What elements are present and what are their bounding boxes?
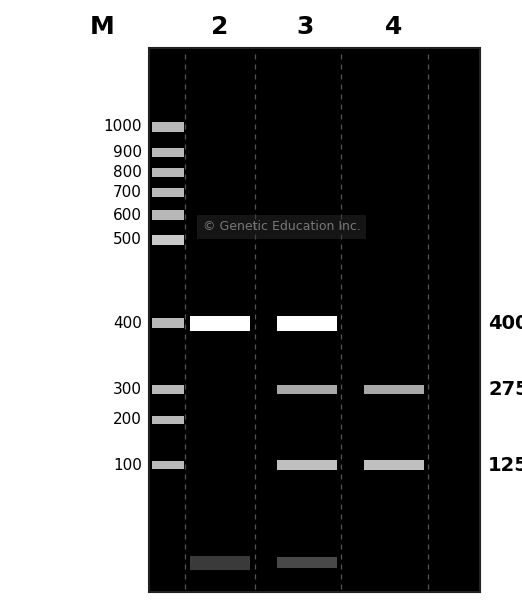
Bar [152, 167, 184, 176]
Bar [152, 210, 184, 219]
Bar [190, 315, 251, 331]
Text: 2: 2 [210, 15, 228, 39]
Bar [190, 556, 251, 570]
Text: 900: 900 [113, 145, 142, 159]
Text: 200: 200 [113, 413, 142, 427]
Text: 1000: 1000 [103, 120, 142, 134]
Bar [152, 121, 184, 132]
Bar [277, 460, 337, 470]
Bar [364, 460, 424, 470]
Bar [277, 557, 337, 568]
Text: 700: 700 [113, 185, 142, 199]
Bar [152, 318, 184, 329]
Bar [152, 148, 184, 156]
Bar [149, 48, 480, 592]
Bar [364, 385, 424, 394]
Text: 275bp: 275bp [488, 380, 522, 399]
Bar [277, 315, 337, 331]
Bar [152, 385, 184, 394]
Text: 3: 3 [296, 15, 314, 39]
Text: 300: 300 [113, 382, 142, 397]
Bar [152, 416, 184, 424]
Bar [152, 187, 184, 196]
Bar [152, 234, 184, 245]
Text: 800: 800 [113, 165, 142, 179]
Text: 4: 4 [385, 15, 403, 39]
Text: 100: 100 [113, 458, 142, 472]
Text: M: M [89, 15, 114, 39]
Text: 125bp: 125bp [488, 455, 522, 475]
Text: 400: 400 [113, 316, 142, 330]
Bar [152, 461, 184, 469]
Text: 400bp: 400bp [488, 313, 522, 333]
Text: 600: 600 [113, 208, 142, 222]
Text: 500: 500 [113, 233, 142, 247]
Bar [277, 385, 337, 394]
Text: © Genetic Education Inc.: © Genetic Education Inc. [203, 220, 361, 233]
